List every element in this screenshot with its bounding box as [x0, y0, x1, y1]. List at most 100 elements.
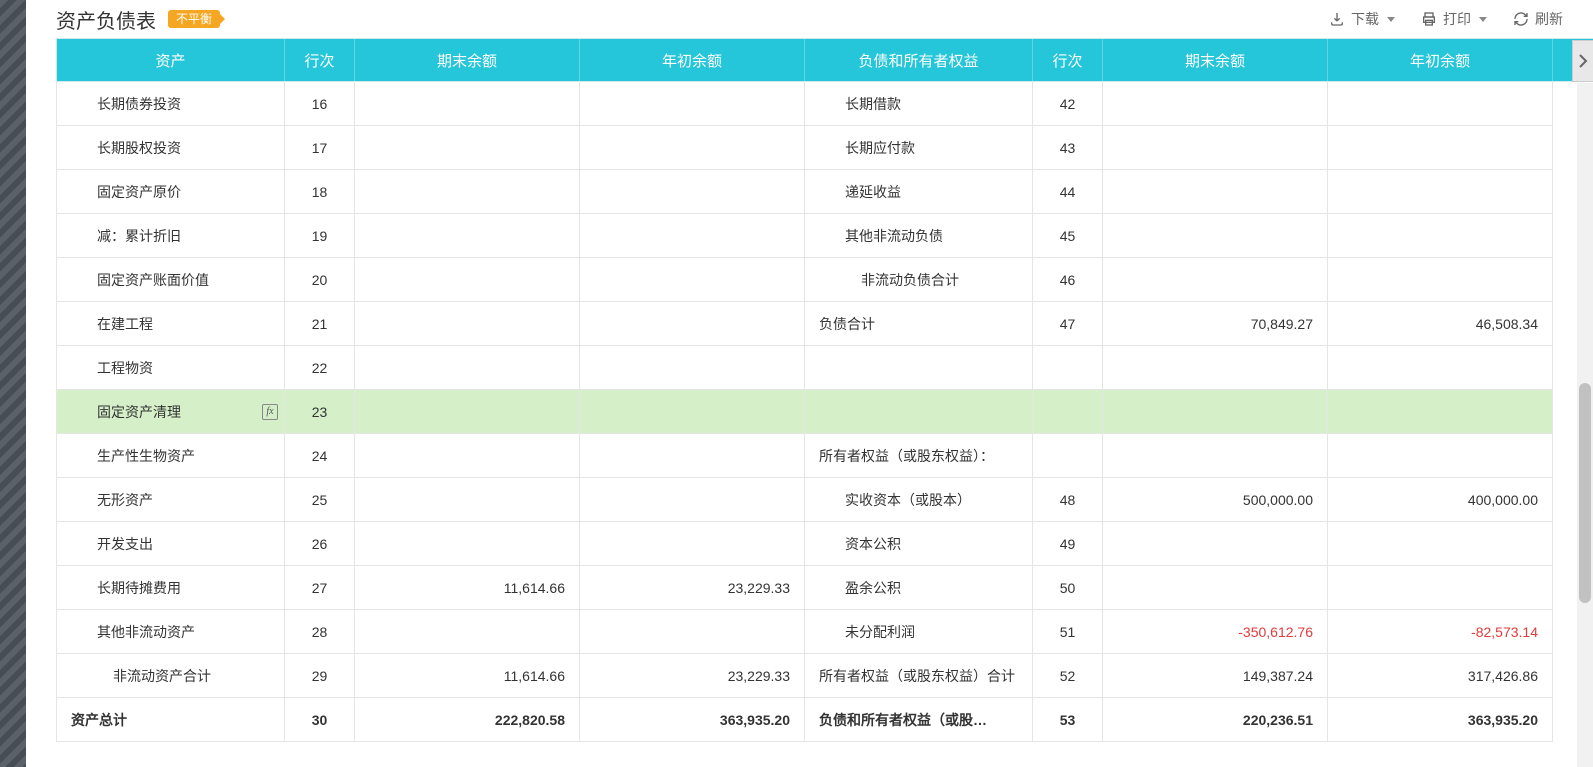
- liab-name-cell: 未分配利润: [805, 610, 1033, 654]
- table-row[interactable]: 固定资产原价18递延收益44: [56, 170, 1593, 214]
- asset-line-cell: 26: [285, 522, 355, 566]
- asset-begin-cell: [580, 522, 805, 566]
- asset-line-cell: 20: [285, 258, 355, 302]
- table-row[interactable]: 开发支出26资本公积49: [56, 522, 1593, 566]
- asset-end-cell: 11,614.66: [355, 654, 580, 698]
- liab-name-cell: 长期应付款: [805, 126, 1033, 170]
- table-row[interactable]: 减：累计折旧19其他非流动负债45: [56, 214, 1593, 258]
- table-row[interactable]: 固定资产清理fx23: [56, 390, 1593, 434]
- asset-name-cell: 资产总计: [57, 698, 285, 742]
- vertical-scrollbar[interactable]: [1577, 83, 1593, 767]
- liab-begin-cell: 363,935.20: [1328, 698, 1553, 742]
- asset-end-cell: [355, 302, 580, 346]
- main-content: 资产负债表 不平衡 下载 打印 刷新 资产 行次 期末余额 年: [56, 0, 1593, 767]
- liab-line-cell: 50: [1033, 566, 1103, 610]
- asset-name-cell: 减：累计折旧: [57, 214, 285, 258]
- liab-begin-cell: [1328, 390, 1553, 434]
- asset-line-cell: 21: [285, 302, 355, 346]
- liab-name-cell: [805, 346, 1033, 390]
- table-row[interactable]: 长期待摊费用2711,614.6623,229.33盈余公积50: [56, 566, 1593, 610]
- th-begin: 年初余额: [580, 39, 805, 81]
- chevron-right-icon: [1578, 54, 1588, 68]
- asset-end-cell: [355, 82, 580, 126]
- header-actions: 下载 打印 刷新: [1329, 9, 1563, 29]
- asset-name-cell: 长期股权投资: [57, 126, 285, 170]
- liab-begin-cell: 317,426.86: [1328, 654, 1553, 698]
- asset-end-cell: 222,820.58: [355, 698, 580, 742]
- liab-begin-cell: 46,508.34: [1328, 302, 1553, 346]
- asset-line-cell: 17: [285, 126, 355, 170]
- liab-name-cell: 非流动负债合计: [805, 258, 1033, 302]
- liab-begin-cell: 400,000.00: [1328, 478, 1553, 522]
- liab-name-cell: 递延收益: [805, 170, 1033, 214]
- table-row[interactable]: 资产总计30222,820.58363,935.20负债和所有者权益（或股…53…: [56, 698, 1593, 742]
- table-row[interactable]: 非流动资产合计2911,614.6623,229.33所有者权益（或股东权益）合…: [56, 654, 1593, 698]
- asset-line-cell: 24: [285, 434, 355, 478]
- refresh-icon: [1513, 11, 1529, 27]
- asset-line-cell: 30: [285, 698, 355, 742]
- th-line2: 行次: [1033, 39, 1103, 81]
- table-header-row: 资产 行次 期末余额 年初余额 负债和所有者权益 行次 期末余额 年初余额: [56, 38, 1593, 82]
- asset-name-cell: 其他非流动资产: [57, 610, 285, 654]
- table-row[interactable]: 在建工程21负债合计4770,849.2746,508.34: [56, 302, 1593, 346]
- asset-line-cell: 16: [285, 82, 355, 126]
- asset-end-cell: [355, 346, 580, 390]
- liab-line-cell: [1033, 390, 1103, 434]
- scrollbar-thumb[interactable]: [1579, 383, 1591, 603]
- liab-end-cell: -350,612.76: [1103, 610, 1328, 654]
- download-button[interactable]: 下载: [1329, 9, 1395, 29]
- liab-name-cell: 盈余公积: [805, 566, 1033, 610]
- liab-name-cell: [805, 390, 1033, 434]
- liab-name-cell: 负债合计: [805, 302, 1033, 346]
- liab-line-cell: 53: [1033, 698, 1103, 742]
- unbalanced-badge: 不平衡: [168, 10, 220, 28]
- liab-line-cell: 51: [1033, 610, 1103, 654]
- table-row[interactable]: 无形资产25实收资本（或股本）48500,000.00400,000.00: [56, 478, 1593, 522]
- liab-end-cell: 149,387.24: [1103, 654, 1328, 698]
- table-row[interactable]: 长期债券投资16长期借款42: [56, 82, 1593, 126]
- chevron-down-icon: [1387, 17, 1395, 22]
- asset-end-cell: [355, 126, 580, 170]
- table-container: 资产 行次 期末余额 年初余额 负债和所有者权益 行次 期末余额 年初余额 长期…: [56, 38, 1593, 767]
- liab-end-cell: 70,849.27: [1103, 302, 1328, 346]
- table-row[interactable]: 长期股权投资17长期应付款43: [56, 126, 1593, 170]
- liab-name-cell: 资本公积: [805, 522, 1033, 566]
- liab-end-cell: [1103, 214, 1328, 258]
- asset-line-cell: 29: [285, 654, 355, 698]
- refresh-button[interactable]: 刷新: [1513, 9, 1563, 29]
- liab-end-cell: [1103, 126, 1328, 170]
- asset-begin-cell: [580, 82, 805, 126]
- asset-line-cell: 28: [285, 610, 355, 654]
- liab-end-cell: [1103, 170, 1328, 214]
- formula-icon[interactable]: fx: [262, 404, 278, 420]
- asset-end-cell: [355, 478, 580, 522]
- asset-line-cell: 27: [285, 566, 355, 610]
- liab-end-cell: [1103, 434, 1328, 478]
- liab-begin-cell: -82,573.14: [1328, 610, 1553, 654]
- asset-begin-cell: [580, 258, 805, 302]
- print-button[interactable]: 打印: [1421, 9, 1487, 29]
- scroll-right-button[interactable]: [1572, 40, 1593, 82]
- asset-begin-cell: [580, 346, 805, 390]
- asset-begin-cell: [580, 434, 805, 478]
- liab-name-cell: 其他非流动负债: [805, 214, 1033, 258]
- print-label: 打印: [1443, 9, 1471, 29]
- asset-name-cell: 长期待摊费用: [57, 566, 285, 610]
- table-row[interactable]: 生产性生物资产24所有者权益（或股东权益）：: [56, 434, 1593, 478]
- asset-begin-cell: 23,229.33: [580, 566, 805, 610]
- left-sidebar-stripe: [0, 0, 26, 767]
- asset-name-cell: 无形资产: [57, 478, 285, 522]
- asset-name-cell: 在建工程: [57, 302, 285, 346]
- page-title: 资产负债表: [56, 5, 156, 34]
- asset-name-cell: 固定资产清理fx: [57, 390, 285, 434]
- table-row[interactable]: 工程物资22: [56, 346, 1593, 390]
- asset-name-cell: 固定资产账面价值: [57, 258, 285, 302]
- liab-begin-cell: [1328, 346, 1553, 390]
- asset-name-cell: 开发支出: [57, 522, 285, 566]
- table-row[interactable]: 其他非流动资产28 未分配利润51-350,612.76-82,573.14: [56, 610, 1593, 654]
- liab-line-cell: 44: [1033, 170, 1103, 214]
- th-asset: 资产: [57, 39, 285, 81]
- table-row[interactable]: 固定资产账面价值20非流动负债合计46: [56, 258, 1593, 302]
- asset-name-cell: 非流动资产合计: [57, 654, 285, 698]
- table-body: 长期债券投资16长期借款42长期股权投资17长期应付款43固定资产原价18递延收…: [56, 82, 1593, 742]
